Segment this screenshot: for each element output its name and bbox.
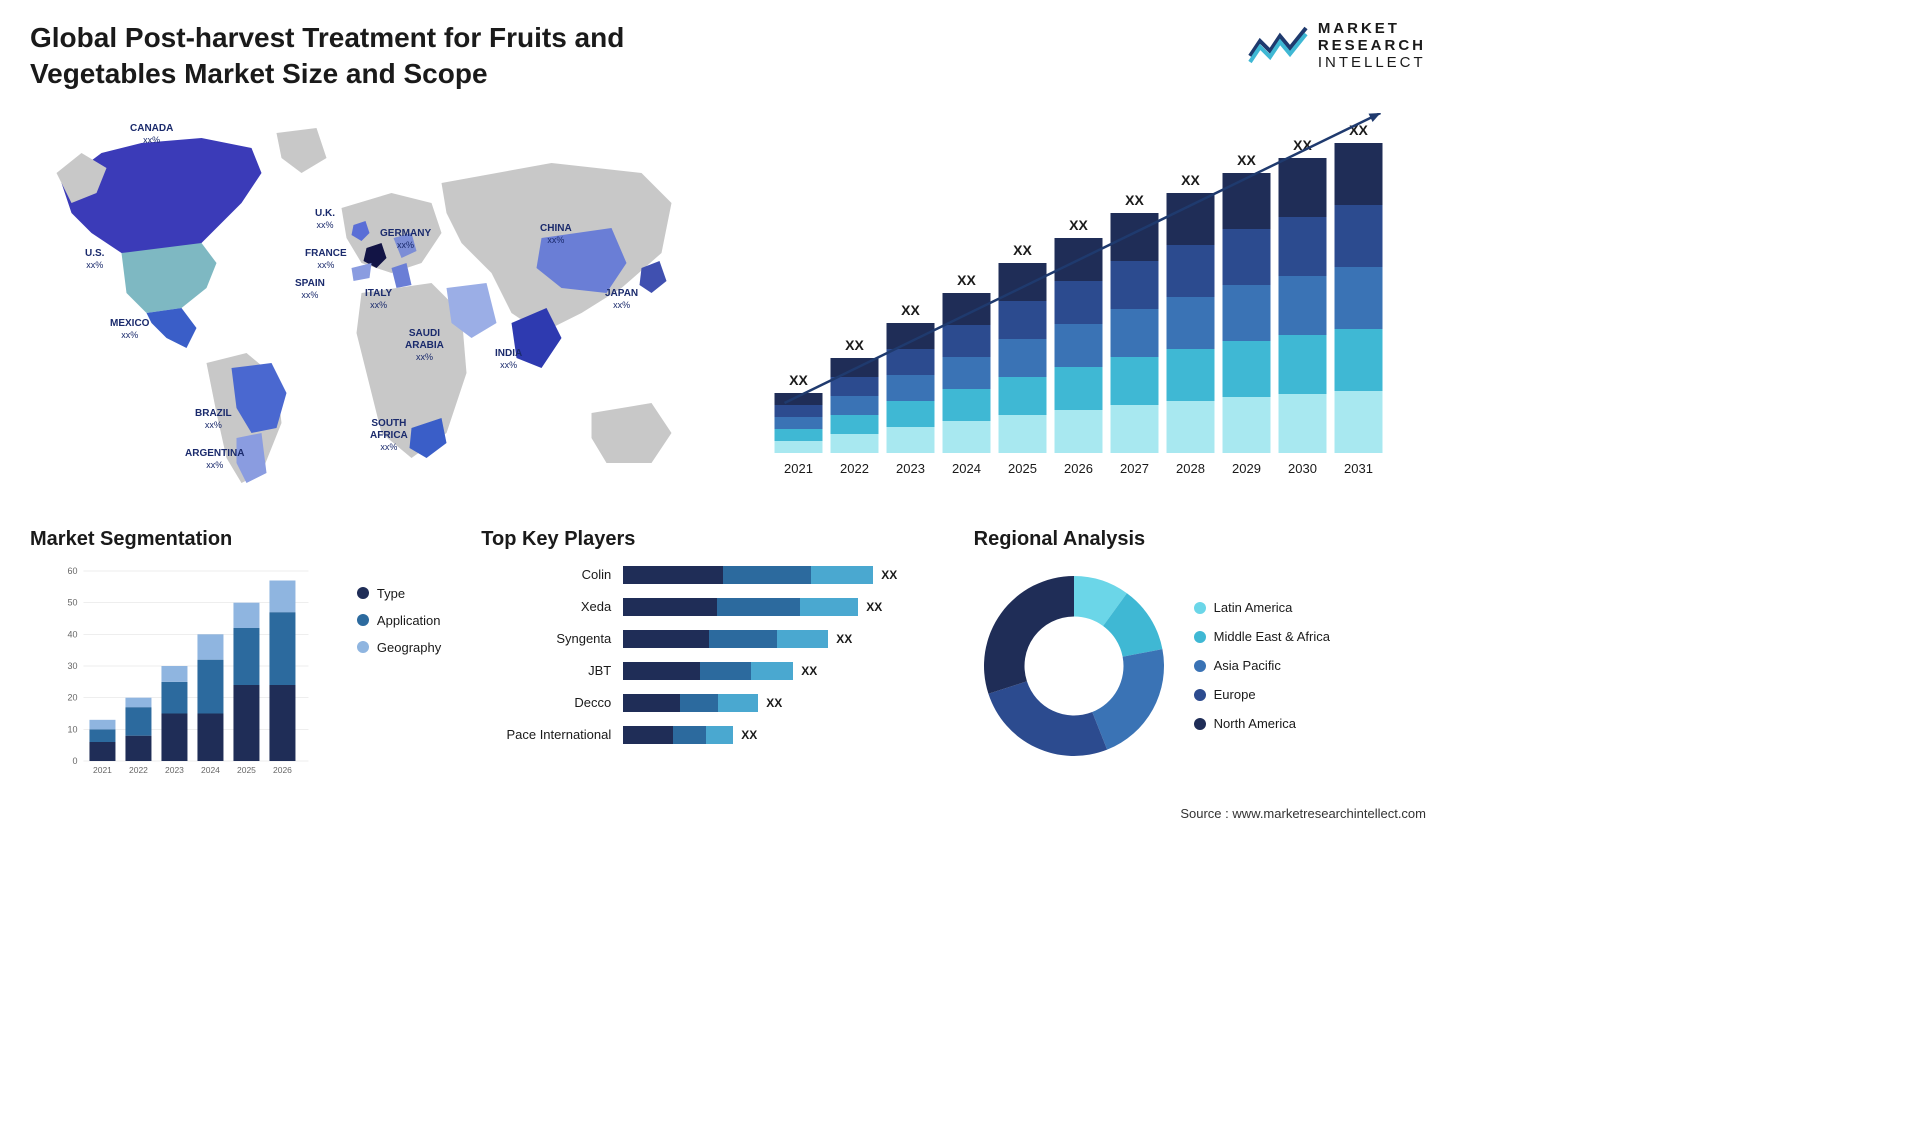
- svg-text:40: 40: [67, 629, 77, 639]
- key-player-name: Xeda: [481, 599, 611, 614]
- regional-legend-item: Middle East & Africa: [1194, 629, 1330, 644]
- svg-text:2022: 2022: [840, 461, 869, 476]
- svg-text:50: 50: [67, 597, 77, 607]
- key-players-title: Top Key Players: [481, 528, 933, 551]
- svg-text:2025: 2025: [237, 765, 256, 775]
- key-player-row: Pace International XX: [481, 726, 933, 744]
- svg-text:XX: XX: [789, 372, 808, 388]
- map-country-label: JAPANxx%: [605, 288, 638, 311]
- regional-panel: Regional Analysis Latin America Middle Ea…: [974, 528, 1426, 786]
- key-player-name: Colin: [481, 567, 611, 582]
- segmentation-panel: Market Segmentation 0 10 20 30 40 50 60 2021 202…: [30, 528, 441, 786]
- map-country-label: CHINAxx%: [540, 223, 572, 246]
- segmentation-legend-item: Application: [357, 613, 441, 628]
- regional-legend-item: Asia Pacific: [1194, 658, 1330, 673]
- svg-text:XX: XX: [957, 272, 976, 288]
- map-country-label: GERMANYxx%: [380, 228, 431, 251]
- svg-text:XX: XX: [901, 302, 920, 318]
- key-players-chart: Colin XX Xeda XX Syngenta XX JBT XX Decc…: [481, 566, 933, 744]
- key-player-value: XX: [881, 568, 897, 582]
- map-country-label: SOUTHAFRICAxx%: [370, 418, 408, 453]
- source-label: Source : www.marketresearchintellect.com: [30, 806, 1426, 821]
- svg-text:2025: 2025: [1008, 461, 1037, 476]
- svg-text:10: 10: [67, 724, 77, 734]
- regional-donut-svg: [974, 566, 1174, 766]
- svg-text:2030: 2030: [1288, 461, 1317, 476]
- svg-text:XX: XX: [1069, 217, 1088, 233]
- map-country-label: INDIAxx%: [495, 348, 522, 371]
- world-map-panel: CANADAxx% U.K.xx% FRANCExx% SPAINxx% GERMANY…: [30, 113, 713, 498]
- segmentation-legend-item: Type: [357, 586, 441, 601]
- key-player-value: XX: [741, 728, 757, 742]
- svg-text:2029: 2029: [1232, 461, 1261, 476]
- segmentation-legend: Type Application Geography: [357, 566, 441, 786]
- brand-logo: MARKET RESEARCH INTELLECT: [1248, 20, 1426, 71]
- map-country-label: FRANCExx%: [305, 248, 347, 271]
- svg-text:2022: 2022: [129, 765, 148, 775]
- map-country-label: CANADAxx%: [130, 123, 173, 146]
- svg-text:2021: 2021: [784, 461, 813, 476]
- logo-icon: [1248, 26, 1308, 66]
- svg-text:2026: 2026: [273, 765, 292, 775]
- key-player-row: Colin XX: [481, 566, 933, 584]
- svg-text:2026: 2026: [1064, 461, 1093, 476]
- logo-line1: MARKET: [1318, 20, 1426, 37]
- map-country-label: U.S.xx%: [85, 248, 104, 271]
- svg-text:2024: 2024: [201, 765, 220, 775]
- svg-text:2023: 2023: [896, 461, 925, 476]
- page-title: Global Post-harvest Treatment for Fruits…: [30, 20, 730, 93]
- regional-legend-item: Latin America: [1194, 600, 1330, 615]
- key-player-value: XX: [866, 600, 882, 614]
- key-player-value: XX: [801, 664, 817, 678]
- key-player-row: Syngenta XX: [481, 630, 933, 648]
- svg-text:XX: XX: [1237, 152, 1256, 168]
- key-player-row: JBT XX: [481, 662, 933, 680]
- growth-chart-panel: XX 2021 XX 2022 XX 2023 XX 2024 XX 2025 XX 2026 XX 20…: [743, 113, 1426, 498]
- svg-text:20: 20: [67, 692, 77, 702]
- svg-text:2023: 2023: [165, 765, 184, 775]
- logo-line3: INTELLECT: [1318, 54, 1426, 71]
- map-country-label: BRAZILxx%: [195, 408, 232, 431]
- segmentation-legend-item: Geography: [357, 640, 441, 655]
- segmentation-chart-svg: 0 10 20 30 40 50 60 2021 2022 2023 2024 2025 2026: [30, 566, 337, 786]
- key-players-panel: Top Key Players Colin XX Xeda XX Syngent…: [481, 528, 933, 786]
- svg-text:XX: XX: [1125, 192, 1144, 208]
- svg-text:2027: 2027: [1120, 461, 1149, 476]
- regional-legend-item: Europe: [1194, 687, 1330, 702]
- svg-text:0: 0: [72, 756, 77, 766]
- key-player-row: Xeda XX: [481, 598, 933, 616]
- map-country-label: ITALYxx%: [365, 288, 392, 311]
- regional-legend: Latin America Middle East & Africa Asia Pa…: [1194, 600, 1330, 731]
- growth-chart-svg: XX 2021 XX 2022 XX 2023 XX 2024 XX 2025 XX 2026 XX 20…: [743, 113, 1426, 493]
- svg-text:2028: 2028: [1176, 461, 1205, 476]
- key-player-name: Decco: [481, 695, 611, 710]
- segmentation-title: Market Segmentation: [30, 528, 441, 551]
- svg-text:XX: XX: [845, 337, 864, 353]
- svg-text:2024: 2024: [952, 461, 981, 476]
- key-player-name: Pace International: [481, 727, 611, 742]
- logo-line2: RESEARCH: [1318, 37, 1426, 54]
- key-player-row: Decco XX: [481, 694, 933, 712]
- key-player-value: XX: [836, 632, 852, 646]
- svg-text:30: 30: [67, 661, 77, 671]
- svg-text:60: 60: [67, 566, 77, 576]
- map-country-label: ARGENTINAxx%: [185, 448, 244, 471]
- regional-title: Regional Analysis: [974, 528, 1426, 551]
- key-player-value: XX: [766, 696, 782, 710]
- svg-text:2031: 2031: [1344, 461, 1373, 476]
- key-player-name: JBT: [481, 663, 611, 678]
- map-country-label: SAUDIARABIAxx%: [405, 328, 444, 363]
- regional-legend-item: North America: [1194, 716, 1330, 731]
- svg-text:XX: XX: [1181, 172, 1200, 188]
- key-player-name: Syngenta: [481, 631, 611, 646]
- map-country-label: U.K.xx%: [315, 208, 335, 231]
- svg-text:2021: 2021: [93, 765, 112, 775]
- map-country-label: SPAINxx%: [295, 278, 325, 301]
- map-country-label: MEXICOxx%: [110, 318, 149, 341]
- svg-text:XX: XX: [1013, 242, 1032, 258]
